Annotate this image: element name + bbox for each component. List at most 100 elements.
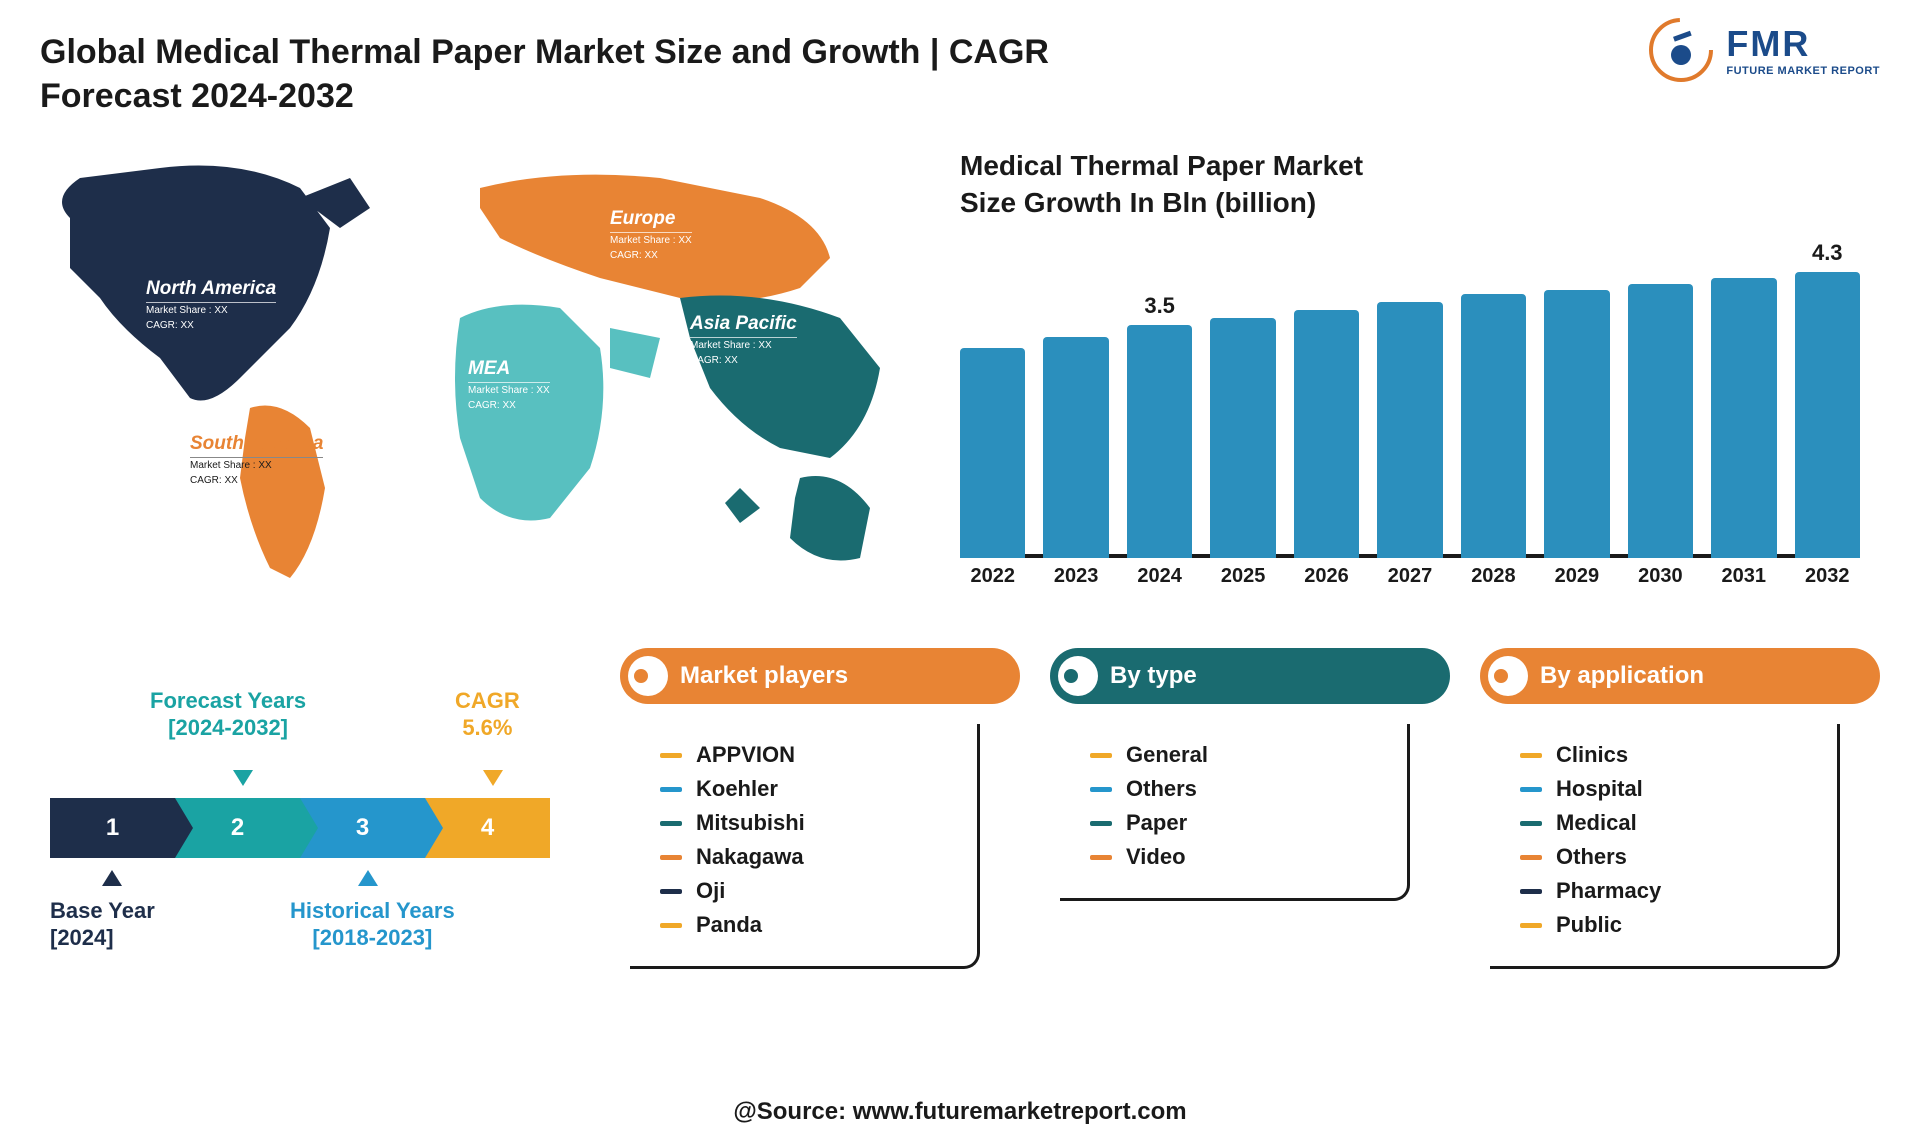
list-item-label: Nakagawa: [696, 844, 804, 870]
bar-2030: 2030: [1628, 284, 1693, 559]
list-item-label: Medical: [1556, 810, 1637, 836]
region-name-mea: MEA: [468, 358, 550, 380]
list-item: Nakagawa: [660, 844, 947, 870]
bar-2026: 2026: [1294, 310, 1359, 558]
list-item-label: Pharmacy: [1556, 878, 1661, 904]
dash-icon: [1520, 787, 1542, 792]
chart-title: Medical Thermal Paper Market Size Growth…: [960, 148, 1380, 221]
list-item: Others: [1090, 776, 1377, 802]
dash-icon: [660, 889, 682, 894]
bar-2024: 20243.5: [1127, 325, 1192, 558]
bar-2023: 2023: [1043, 337, 1108, 558]
list-item-label: Clinics: [1556, 742, 1628, 768]
timeline-seg-3: 3: [300, 798, 425, 858]
tl-hist-r: [2018-2023]: [290, 925, 455, 951]
list-item: Koehler: [660, 776, 947, 802]
dot-inner: [634, 669, 648, 683]
bar-rect: [960, 348, 1025, 558]
timeline: Forecast Years [2024-2032] CAGR 5.6% 123…: [40, 648, 590, 978]
list-item: Oji: [660, 878, 947, 904]
tl-cagr-r: 5.6%: [455, 715, 520, 741]
tl-forecast-t: Forecast Years: [150, 688, 306, 714]
chevron-right-icon: [300, 798, 318, 858]
list-item: Clinics: [1520, 742, 1807, 768]
bar-year-label: 2025: [1221, 565, 1266, 588]
bar-year-label: 2029: [1555, 565, 1600, 588]
region-share-sa: Market Share : XX: [190, 457, 323, 471]
bar-2027: 2027: [1377, 302, 1442, 558]
list-item: Panda: [660, 912, 947, 938]
category-title: By type: [1110, 662, 1197, 690]
region-south-america: [240, 406, 325, 579]
tl-label-cagr: CAGR 5.6%: [455, 688, 520, 741]
tri-forecast: [233, 770, 253, 786]
tl-forecast-r: [2024-2032]: [150, 715, 306, 741]
bar-year-label: 2028: [1471, 565, 1516, 588]
list-item: Others: [1520, 844, 1807, 870]
chart-bars: 2022202320243.52025202620272028202920302…: [960, 238, 1860, 558]
logo-text-sub: FUTURE MARKET REPORT: [1726, 65, 1880, 77]
list-item-label: Public: [1556, 912, 1622, 938]
label-na: North America Market Share : XX CAGR: XX: [146, 278, 276, 331]
list-item-label: Koehler: [696, 776, 778, 802]
timeline-seg-4: 4: [425, 798, 550, 858]
bar-rect: [1127, 325, 1192, 558]
list-item-label: Panda: [696, 912, 762, 938]
category-list: Clinics Hospital Medical Others Pharmacy Publ…: [1490, 724, 1840, 969]
source-attribution: @Source: www.futuremarketreport.com: [0, 1098, 1920, 1126]
bar-2022: 2022: [960, 348, 1025, 558]
list-item: Hospital: [1520, 776, 1807, 802]
bar-value-label: 3.5: [1144, 293, 1175, 319]
bar-year-label: 2023: [1054, 565, 1099, 588]
bar-2029: 2029: [1544, 290, 1609, 559]
dash-icon: [660, 855, 682, 860]
bar-year-label: 2024: [1137, 565, 1182, 588]
category-pill: By application: [1480, 648, 1880, 704]
fmr-logo: FMR FUTURE MARKET REPORT: [1646, 15, 1880, 85]
label-ap: Asia Pacific Market Share : XX CAGR: XX: [690, 313, 797, 366]
region-cagr-na: CAGR: XX: [146, 318, 276, 331]
bar-year-label: 2032: [1805, 565, 1850, 588]
region-cagr-ap: CAGR: XX: [690, 353, 797, 366]
region-cagr-sa: CAGR: XX: [190, 473, 323, 486]
bar-2031: 2031: [1711, 278, 1776, 558]
list-item: APPVION: [660, 742, 947, 768]
tl-label-base: Base Year [2024]: [50, 898, 155, 951]
bar-year-label: 2027: [1388, 565, 1433, 588]
region-cagr-eu: CAGR: XX: [610, 248, 692, 261]
category-list: APPVION Koehler Mitsubishi Nakagawa Oji Panda: [630, 724, 980, 969]
category-pill: Market players: [620, 648, 1020, 704]
bar-rect: [1795, 272, 1860, 559]
list-item: Pharmacy: [1520, 878, 1807, 904]
bar-year-label: 2030: [1638, 565, 1683, 588]
dot-inner: [1064, 669, 1078, 683]
list-item-label: Oji: [696, 878, 725, 904]
tri-hist: [358, 870, 378, 886]
bar-2032: 20324.3: [1795, 272, 1860, 559]
pill-dot-icon: [628, 656, 668, 696]
category-list: GeneralOthersPaperVideo: [1060, 724, 1410, 901]
region-share-ap: Market Share : XX: [690, 337, 797, 351]
region-name-ap: Asia Pacific: [690, 313, 797, 335]
list-item: Paper: [1090, 810, 1377, 836]
tl-cagr-t: CAGR: [455, 688, 520, 714]
category-pill: By type: [1050, 648, 1450, 704]
category-by-type: By typeGeneralOthersPaperVideo: [1050, 648, 1450, 978]
label-eu: Europe Market Share : XX CAGR: XX: [610, 208, 692, 261]
list-item-label: Others: [1556, 844, 1627, 870]
tl-base-r: [2024]: [50, 925, 155, 951]
dash-icon: [1520, 855, 1542, 860]
region-name-na: North America: [146, 278, 276, 300]
tl-label-hist: Historical Years [2018-2023]: [290, 898, 455, 951]
tl-hist-t: Historical Years: [290, 898, 455, 924]
list-item-label: Others: [1126, 776, 1197, 802]
chevron-right-icon: [425, 798, 443, 858]
region-share-eu: Market Share : XX: [610, 232, 692, 246]
world-map: North America Market Share : XX CAGR: XX…: [40, 148, 920, 598]
dash-icon: [1090, 821, 1112, 826]
list-item-label: Mitsubishi: [696, 810, 805, 836]
label-sa: South America Market Share : XX CAGR: XX: [190, 433, 323, 486]
bar-rect: [1461, 294, 1526, 558]
region-name-sa: South America: [190, 433, 323, 455]
tl-base-t: Base Year: [50, 898, 155, 924]
